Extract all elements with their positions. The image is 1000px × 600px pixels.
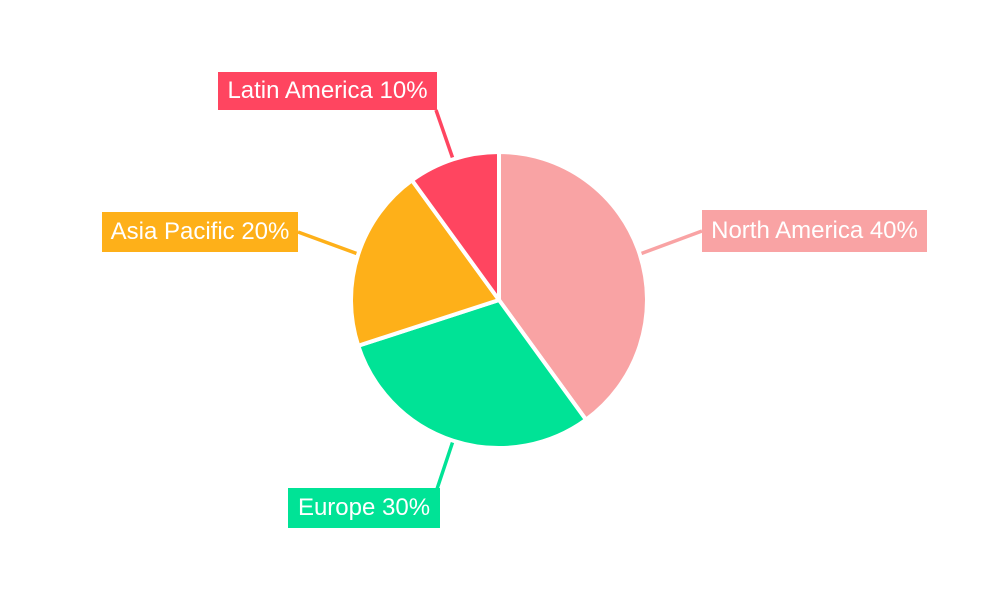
leader-line-north-america xyxy=(639,229,703,256)
pie-label-north-america: North America 40% xyxy=(702,210,927,252)
pie-label-latin-america: Latin America 10% xyxy=(218,72,437,110)
pie-slice-latin-america[interactable] xyxy=(410,150,501,302)
leader-line-europe xyxy=(435,440,455,490)
pie-slice-north-america[interactable] xyxy=(497,150,649,422)
leader-line-asia-pacific xyxy=(297,230,359,256)
pie-slice-europe[interactable] xyxy=(356,298,588,450)
pie-slice-asia-pacific[interactable] xyxy=(349,178,501,348)
pie-label-europe: Europe 30% xyxy=(288,488,440,528)
leader-line-latin-america xyxy=(434,109,455,160)
pie-label-asia-pacific: Asia Pacific 20% xyxy=(102,212,298,252)
